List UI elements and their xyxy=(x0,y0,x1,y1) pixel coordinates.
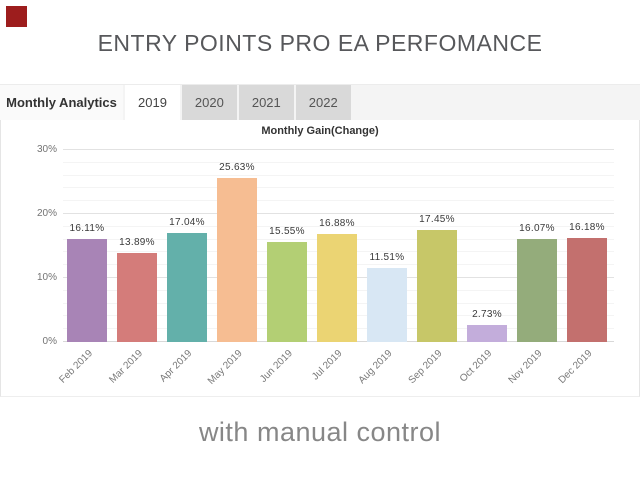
bar-apr-2019[interactable] xyxy=(167,232,207,342)
bar-value-label: 16.88% xyxy=(319,217,355,229)
x-axis-label: Nov 2019 xyxy=(506,348,545,387)
bar-value-label: 15.55% xyxy=(269,226,305,238)
x-axis-label: Jul 2019 xyxy=(310,348,345,383)
chart-title: Monthly Gain(Change) xyxy=(261,125,379,137)
gridline-minor xyxy=(63,225,614,227)
footer-caption: with manual control xyxy=(198,417,442,447)
bar-value-label: 11.51% xyxy=(369,252,405,264)
bar-dec-2019[interactable] xyxy=(567,238,607,342)
tab-2020[interactable]: 2020 xyxy=(181,85,237,120)
bar-value-label: 16.11% xyxy=(69,222,105,234)
x-axis-label: Mar 2019 xyxy=(107,348,145,386)
x-axis-label: Dec 2019 xyxy=(556,348,595,387)
tab-2022[interactable]: 2022 xyxy=(295,85,351,120)
bar-value-label: 17.04% xyxy=(169,216,205,228)
gridline-minor xyxy=(63,200,614,202)
x-axis-label: May 2019 xyxy=(205,348,245,387)
analytics-tab-bar: Monthly Analytics 2019 2020 2021 2022 xyxy=(0,84,640,120)
bar-value-label: 16.07% xyxy=(519,223,555,235)
bar-value-label: 2.73% xyxy=(472,308,502,320)
bar-feb-2019[interactable] xyxy=(67,238,107,342)
bar-value-label: 25.63% xyxy=(219,161,255,173)
x-axis-label: Oct 2019 xyxy=(458,348,495,385)
chart-panel: Monthly Gain(Change) 0% 10% 20% 30% 16.11% Fe… xyxy=(0,120,640,397)
plot-area: 0% 10% 20% 30% 16.11% Feb 2019 13.89% Mar 2019 1… xyxy=(37,144,614,387)
tab-monthly-analytics[interactable]: Monthly Analytics xyxy=(0,85,123,120)
tab-2019[interactable]: 2019 xyxy=(125,85,180,120)
y-axis-tick: 0% xyxy=(42,336,57,347)
x-axis-label: Apr 2019 xyxy=(158,348,195,385)
bar-value-label: 13.89% xyxy=(119,237,155,249)
y-axis-tick: 30% xyxy=(36,144,57,155)
bar-oct-2019[interactable] xyxy=(467,324,507,342)
bar-value-label: 17.45% xyxy=(419,214,455,226)
bar-jul-2019[interactable] xyxy=(317,233,357,342)
bar-may-2019[interactable] xyxy=(217,177,257,342)
tab-2021[interactable]: 2021 xyxy=(238,85,294,120)
gridline-minor xyxy=(63,161,614,163)
y-axis-tick: 10% xyxy=(36,272,57,283)
bar-value-label: 16.18% xyxy=(569,222,605,234)
x-axis-label: Feb 2019 xyxy=(57,348,95,386)
gridline-minor xyxy=(63,187,614,189)
page-title: ENTRY POINTS PRO EA PERFOMANCE xyxy=(97,30,543,56)
bar-jun-2019[interactable] xyxy=(267,242,307,342)
bar-nov-2019[interactable] xyxy=(517,239,557,342)
bar-aug-2019[interactable] xyxy=(367,268,407,342)
bar-sep-2019[interactable] xyxy=(417,230,457,342)
x-axis-label: Jun 2019 xyxy=(257,348,295,385)
y-axis-tick: 20% xyxy=(36,208,57,219)
bar-mar-2019[interactable] xyxy=(117,253,157,342)
year-tabs: 2019 2020 2021 2022 xyxy=(123,85,351,120)
x-axis-label: Aug 2019 xyxy=(356,348,395,387)
gridline-minor xyxy=(63,174,614,176)
gridline-major xyxy=(63,149,614,150)
gridline-major xyxy=(63,213,614,214)
x-axis-label: Sep 2019 xyxy=(406,348,445,387)
red-square-watermark xyxy=(6,6,27,27)
